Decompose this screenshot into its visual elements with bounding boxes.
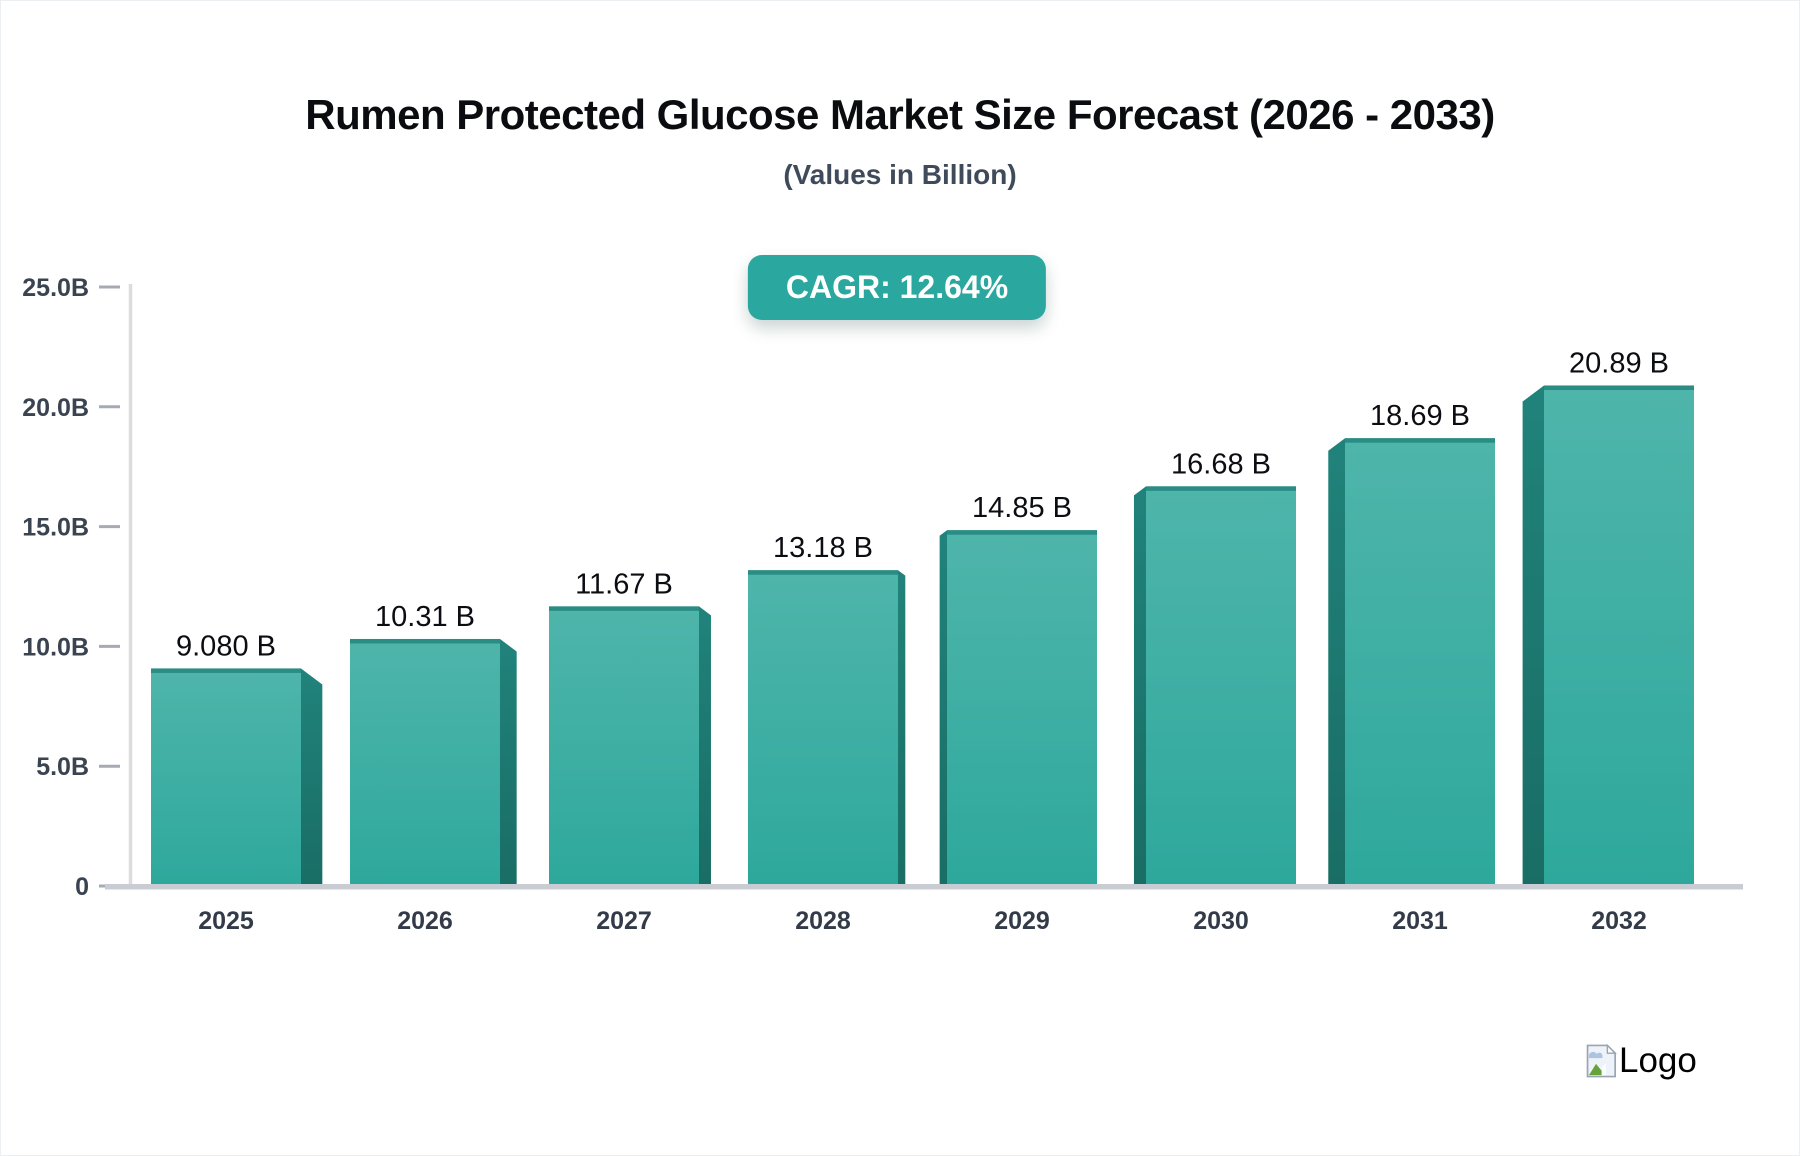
bar-top-edge: [151, 668, 301, 673]
y-axis-label: 20.0B: [22, 394, 89, 422]
logo-container: Logo: [1584, 1041, 1697, 1081]
bar-2028[interactable]: 13.18 B: [748, 532, 906, 886]
bar-front-face: [1146, 486, 1296, 886]
y-axis-label: 0: [75, 873, 89, 901]
x-axis-label: 2027: [596, 907, 652, 935]
bar-2026[interactable]: 10.31 B: [350, 601, 517, 886]
bar-value-label: 20.89 B: [1569, 347, 1669, 379]
bar-value-label: 9.080 B: [176, 630, 276, 662]
x-axis-label: 2031: [1392, 907, 1448, 935]
bar-top-edge: [947, 530, 1097, 535]
bar-value-label: 16.68 B: [1171, 448, 1271, 480]
bar-side-face: [699, 606, 711, 886]
bar-top-edge: [350, 638, 500, 644]
bar-front-face: [350, 638, 500, 886]
bar-front-face: [1544, 385, 1694, 886]
bar-front-face: [1345, 438, 1495, 886]
bar-side-face: [1328, 438, 1345, 886]
y-axis-label: 5.0B: [36, 753, 89, 781]
bar-top-edge: [549, 606, 699, 611]
bar-front-face: [151, 668, 301, 886]
bar-value-label: 11.67 B: [575, 568, 673, 600]
logo-alt-text: Logo: [1619, 1041, 1697, 1080]
y-axis-label: 10.0B: [22, 633, 89, 661]
bar-value-label: 18.69 B: [1370, 400, 1470, 432]
bar-front-face: [549, 606, 699, 886]
bar-top-edge: [1544, 385, 1694, 390]
bar-2031[interactable]: 18.69 B: [1328, 400, 1495, 886]
bar-2029[interactable]: 14.85 B: [939, 492, 1097, 886]
bar-top-edge: [748, 570, 898, 575]
bar-side-face: [301, 668, 323, 886]
x-axis-label: 2032: [1591, 907, 1647, 935]
bar-2027[interactable]: 11.67 B: [549, 568, 711, 886]
y-axis-label: 15.0B: [22, 514, 89, 542]
chart-title: Rumen Protected Glucose Market Size Fore…: [305, 91, 1495, 138]
bar-value-label: 14.85 B: [972, 492, 1072, 524]
bar-side-face: [1522, 385, 1544, 886]
bar-2032[interactable]: 20.89 B: [1522, 347, 1694, 886]
cagr-badge: CAGR: 12.64%: [747, 255, 1047, 320]
y-axis-label: 25.0B: [22, 274, 89, 302]
x-axis-label: 2028: [795, 907, 851, 935]
bar-top-edge: [1345, 438, 1495, 443]
broken-image-icon: [1586, 1043, 1617, 1078]
x-axis-line: [105, 884, 1743, 890]
x-axis-label: 2030: [1193, 907, 1249, 935]
x-axis-label: 2029: [994, 907, 1050, 935]
bar-value-label: 13.18 B: [773, 532, 873, 564]
bar-2030[interactable]: 16.68 B: [1133, 448, 1296, 886]
bar-side-face: [939, 530, 947, 886]
bar-side-face: [1133, 486, 1146, 886]
bar-top-edge: [1146, 486, 1296, 491]
bar-side-face: [500, 638, 517, 886]
bar-front-face: [748, 570, 898, 886]
bar-front-face: [947, 530, 1097, 886]
bar-side-face: [898, 570, 906, 886]
bar-value-label: 10.31 B: [375, 601, 475, 633]
bar-2025[interactable]: 9.080 B: [151, 630, 323, 886]
x-axis-label: 2026: [397, 907, 453, 935]
chart-subtitle: (Values in Billion): [783, 159, 1017, 190]
x-axis-label: 2025: [198, 907, 254, 935]
